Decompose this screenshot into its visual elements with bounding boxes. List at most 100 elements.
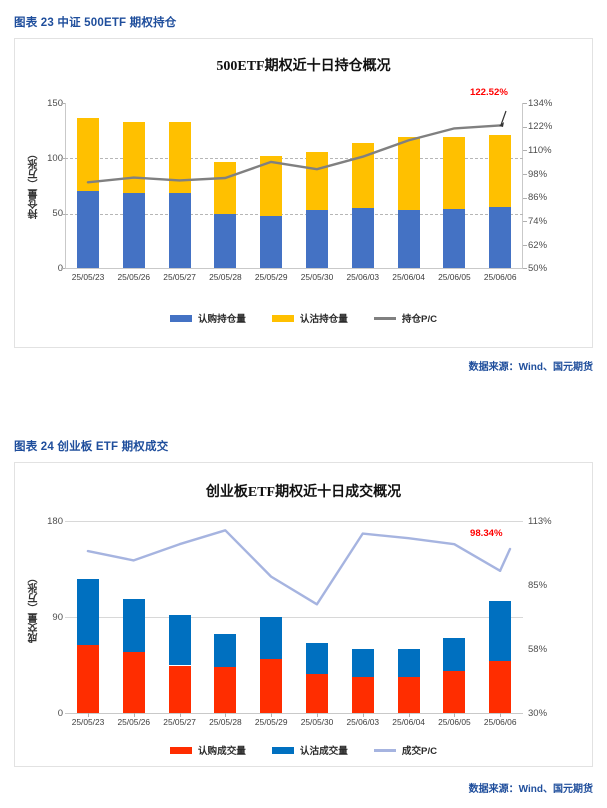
gridline-50 xyxy=(65,213,523,215)
bar-call-position-0 xyxy=(76,190,99,268)
legend-item-call-position[interactable]: 认购持仓量 xyxy=(169,311,246,325)
figure-caption-23: 图表 23 中证 500ETF 期权持仓 xyxy=(14,17,177,29)
x-tick-label-chinext-3: 25/05/28 xyxy=(209,717,242,727)
legend-swatch-call-volume xyxy=(169,746,192,754)
x-tick-label-chinext-6: 25/06/03 xyxy=(346,717,380,727)
legend-item-call-volume[interactable]: 认购成交量 xyxy=(169,743,246,757)
bar-put-volume-9 xyxy=(489,600,512,661)
bar-call-volume-8 xyxy=(443,670,466,713)
y2-tick-98: 98% xyxy=(528,169,548,180)
bar-put-volume-2 xyxy=(168,614,191,666)
bar-put-position-1 xyxy=(122,122,145,194)
y-tick-mark-0 xyxy=(61,268,65,269)
y2-tick-86: 86% xyxy=(528,192,548,203)
legend-label-pc-volume: 成交P/C xyxy=(401,746,438,757)
bar-call-volume-7 xyxy=(397,677,420,713)
bar-call-volume-3 xyxy=(214,666,237,713)
x-tick-mark-8 xyxy=(454,713,456,717)
x-tick-label-chinext-2: 25/05/27 xyxy=(163,717,196,727)
legend-label-call-position: 认购持仓量 xyxy=(197,314,246,325)
y2-tick-mark-98 xyxy=(523,173,527,175)
y2-tick-122: 122% xyxy=(528,121,553,132)
y-tick-100: 100 xyxy=(47,153,63,164)
bar-call-position-1 xyxy=(122,193,145,268)
line-pc-volume xyxy=(86,529,512,606)
x-tick-label-chinext-9: 25/06/06 xyxy=(483,717,517,727)
bar-call-volume-0 xyxy=(76,644,99,713)
legend-label-pc-position: 持仓P/C xyxy=(401,314,438,325)
legend-chinext: 认购成交量 认沽成交量 成交P/C xyxy=(15,743,592,757)
y-tick-150: 150 xyxy=(47,98,63,109)
legend-swatch-pc-volume xyxy=(373,748,396,752)
legend-item-pc-position[interactable]: 持仓P/C xyxy=(373,311,438,325)
bar-call-position-5 xyxy=(305,210,328,268)
bar-call-volume-6 xyxy=(351,677,374,713)
x-tick-label-8: 25/06/05 xyxy=(438,272,471,282)
x-tick-label-3: 25/05/28 xyxy=(209,272,242,282)
x-tick-mark-0 xyxy=(87,713,89,717)
gridline-90 xyxy=(65,617,523,618)
bar-put-volume-8 xyxy=(443,637,466,671)
x-tick-mark-6 xyxy=(362,713,364,717)
legend-swatch-pc-position xyxy=(373,316,396,320)
y-tick-180: 180 xyxy=(47,516,63,527)
y2-tick-85: 85% xyxy=(528,580,548,591)
y-axis-title-chinext: 成交量（万张） xyxy=(29,573,40,643)
gridline-180 xyxy=(65,521,523,522)
source-note-24: 数据来源：Wind、国元期货 xyxy=(468,784,593,795)
chart-card-500etf-position: 500ETF期权近十日持仓概况 持仓量（万张） 150 100 50 0 134… xyxy=(14,38,593,348)
x-tick-label-chinext-5: 25/05/30 xyxy=(300,717,334,727)
annotation-value-500etf: 122.52% xyxy=(470,87,508,98)
x-tick-label-chinext-0: 25/05/23 xyxy=(71,717,105,727)
x-axis-line xyxy=(65,268,523,269)
y2-tick-30: 30% xyxy=(528,708,548,719)
bar-call-volume-1 xyxy=(122,652,145,713)
y2-tick-mark-110 xyxy=(523,150,527,152)
annotation-value-chinext: 98.34% xyxy=(470,528,503,539)
y-tick-50: 50 xyxy=(52,208,63,219)
bar-call-volume-2 xyxy=(168,665,191,713)
y2-tick-113: 113% xyxy=(528,516,552,527)
bar-put-volume-1 xyxy=(122,599,145,653)
bar-put-position-7 xyxy=(397,136,420,210)
x-tick-mark-1 xyxy=(133,713,135,717)
bar-put-position-8 xyxy=(443,137,466,210)
bar-put-volume-5 xyxy=(305,643,328,675)
legend-item-pc-volume[interactable]: 成交P/C xyxy=(373,743,438,757)
legend-item-put-volume[interactable]: 认沽成交量 xyxy=(271,743,348,757)
y-tick-mark-150 xyxy=(61,103,65,104)
x-tick-label-9: 25/06/06 xyxy=(483,272,517,282)
plot-area-500etf xyxy=(61,103,527,269)
x-tick-mark-5 xyxy=(316,713,318,717)
bar-call-position-9 xyxy=(489,207,512,268)
y-tick-90: 90 xyxy=(52,612,63,623)
legend-item-put-position[interactable]: 认沽持仓量 xyxy=(271,311,348,325)
x-tick-mark-4 xyxy=(271,713,273,717)
y-axis-line xyxy=(65,103,66,269)
x-tick-label-6: 25/06/03 xyxy=(346,272,380,282)
plot-area-chinext xyxy=(65,521,523,717)
bar-put-volume-3 xyxy=(214,633,237,667)
x-tick-label-1: 25/05/26 xyxy=(117,272,151,282)
y2-tick-mark-50 xyxy=(523,268,527,269)
x-tick-mark-9 xyxy=(500,713,502,717)
y2-tick-mark-134 xyxy=(523,103,527,104)
bar-call-position-4 xyxy=(260,215,283,268)
bar-call-position-8 xyxy=(443,209,466,268)
x-tick-label-5: 25/05/30 xyxy=(300,272,334,282)
bar-call-volume-5 xyxy=(305,674,328,713)
y2-tick-mark-74 xyxy=(523,221,527,223)
chart-title-chinext: 创业板ETF期权近十日成交概况 xyxy=(205,485,402,500)
legend-label-put-volume: 认沽成交量 xyxy=(299,746,348,757)
chart-title-500etf: 500ETF期权近十日持仓概况 xyxy=(216,59,391,74)
bar-put-position-0 xyxy=(76,118,99,191)
x-tick-label-7: 25/06/04 xyxy=(392,272,425,282)
annotation-pointer-500etf xyxy=(499,110,507,127)
legend-label-call-volume: 认购成交量 xyxy=(197,746,246,757)
x-tick-label-chinext-1: 25/05/26 xyxy=(117,717,151,727)
figure-caption-24: 图表 24 创业板 ETF 期权成交 xyxy=(14,441,169,453)
x-tick-mark-7 xyxy=(408,713,410,717)
legend-swatch-put-volume xyxy=(271,746,294,754)
x-axis-line-chinext xyxy=(65,713,523,714)
